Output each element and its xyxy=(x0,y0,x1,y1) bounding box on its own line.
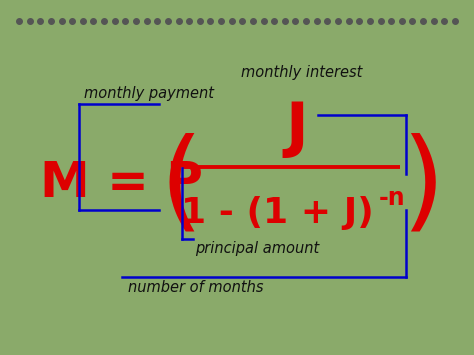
Text: (: ( xyxy=(159,132,202,240)
Text: principal amount: principal amount xyxy=(195,241,319,256)
Text: J: J xyxy=(285,99,308,158)
Text: M = P: M = P xyxy=(39,159,202,207)
Text: -n: -n xyxy=(379,186,406,209)
Text: ): ) xyxy=(401,132,445,240)
Text: monthly payment: monthly payment xyxy=(84,86,214,101)
Text: monthly interest: monthly interest xyxy=(241,65,363,80)
Text: 1 - (1 + J): 1 - (1 + J) xyxy=(181,196,374,230)
Text: number of months: number of months xyxy=(128,280,264,295)
